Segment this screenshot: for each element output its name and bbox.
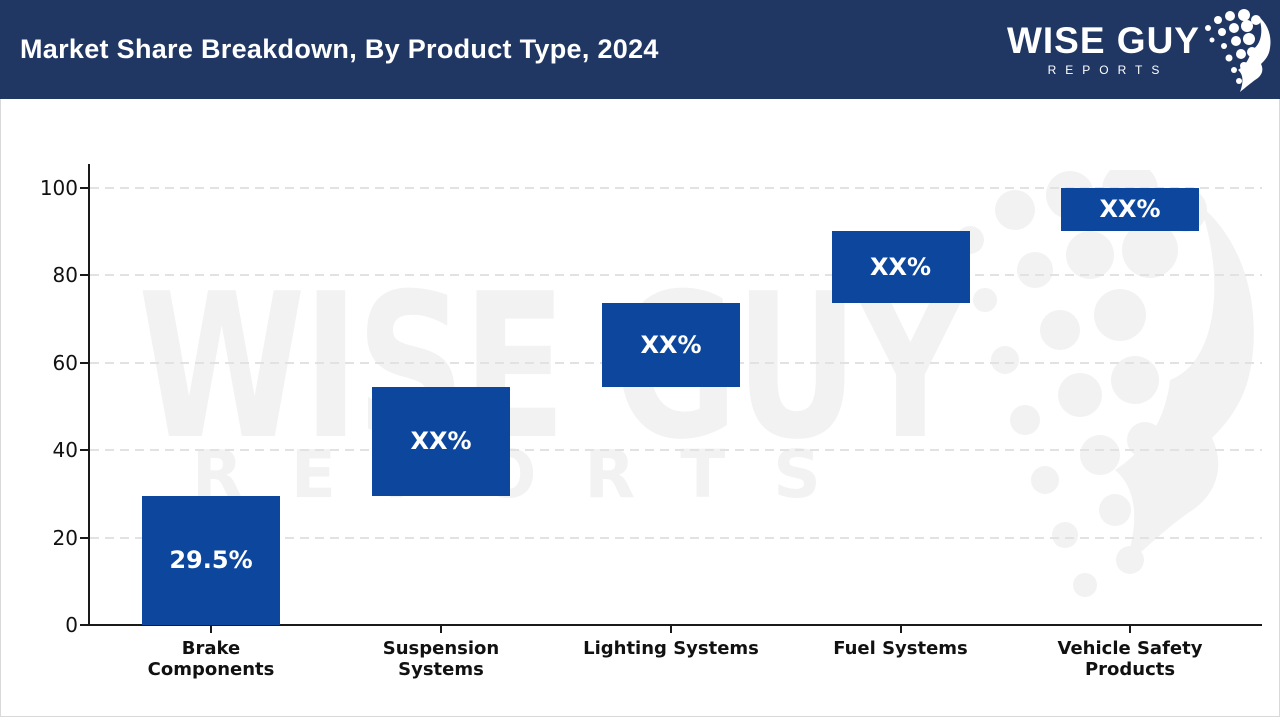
- bar-value-label: 29.5%: [169, 546, 253, 575]
- x-axis-line: [87, 624, 1262, 626]
- bar-value-label: XX%: [410, 427, 472, 456]
- y-axis-line: [88, 164, 90, 626]
- y-tick: [80, 624, 88, 626]
- y-tick: [80, 361, 88, 364]
- y-tick-label: 100: [39, 175, 78, 200]
- gridline: [90, 449, 1262, 451]
- logo-wordmark: WISE GUY: [1006, 20, 1200, 61]
- bar-3: XX%: [831, 231, 970, 304]
- logo-text: WISE GUY REPORTS: [1007, 22, 1200, 77]
- header: Market Share Breakdown, By Product Type,…: [0, 0, 1280, 99]
- y-tick-label: 20: [52, 525, 78, 550]
- bar-2: XX%: [602, 303, 740, 387]
- x-tick: [440, 626, 442, 633]
- gridline: [90, 186, 1262, 189]
- watermark-wordmark: WISE GUY: [138, 251, 965, 484]
- y-tick-label: 0: [65, 613, 78, 637]
- gridline: [90, 536, 1262, 539]
- bar-value-label: XX%: [1099, 195, 1161, 224]
- y-tick-label: 80: [52, 263, 78, 287]
- bar-4: XX%: [1061, 187, 1199, 232]
- frame-border-left: [0, 99, 1, 717]
- x-tick: [210, 626, 212, 633]
- x-tick: [1129, 626, 1131, 633]
- x-tick: [899, 626, 902, 633]
- frame-border-bottom: [0, 716, 1280, 717]
- y-tick-label: 40: [52, 438, 78, 462]
- page-title: Market Share Breakdown, By Product Type,…: [20, 34, 659, 64]
- bar-value-label: XX%: [869, 253, 932, 282]
- bar-1: XX%: [372, 386, 510, 496]
- logo-face-icon: [1205, 8, 1271, 92]
- y-tick: [80, 186, 88, 189]
- x-category-label: Fuel Systems: [833, 638, 968, 659]
- x-category-label: Vehicle Safety Products: [1057, 638, 1203, 680]
- y-tick: [80, 536, 88, 539]
- x-category-label: Lighting Systems: [583, 638, 759, 659]
- y-tick: [80, 274, 88, 276]
- y-tick: [80, 449, 88, 451]
- x-category-label: Suspension Systems: [382, 638, 500, 680]
- y-tick-label: 60: [52, 350, 78, 375]
- gridline: [90, 274, 1262, 276]
- bar-0: 29.5%: [142, 495, 280, 625]
- x-tick: [670, 626, 672, 633]
- logo-subtext: REPORTS: [1047, 63, 1169, 77]
- bar-value-label: XX%: [640, 331, 702, 359]
- wiseguy-logo: WISE GUY REPORTS: [1007, 8, 1272, 92]
- x-category-label: Brake Components: [147, 638, 275, 680]
